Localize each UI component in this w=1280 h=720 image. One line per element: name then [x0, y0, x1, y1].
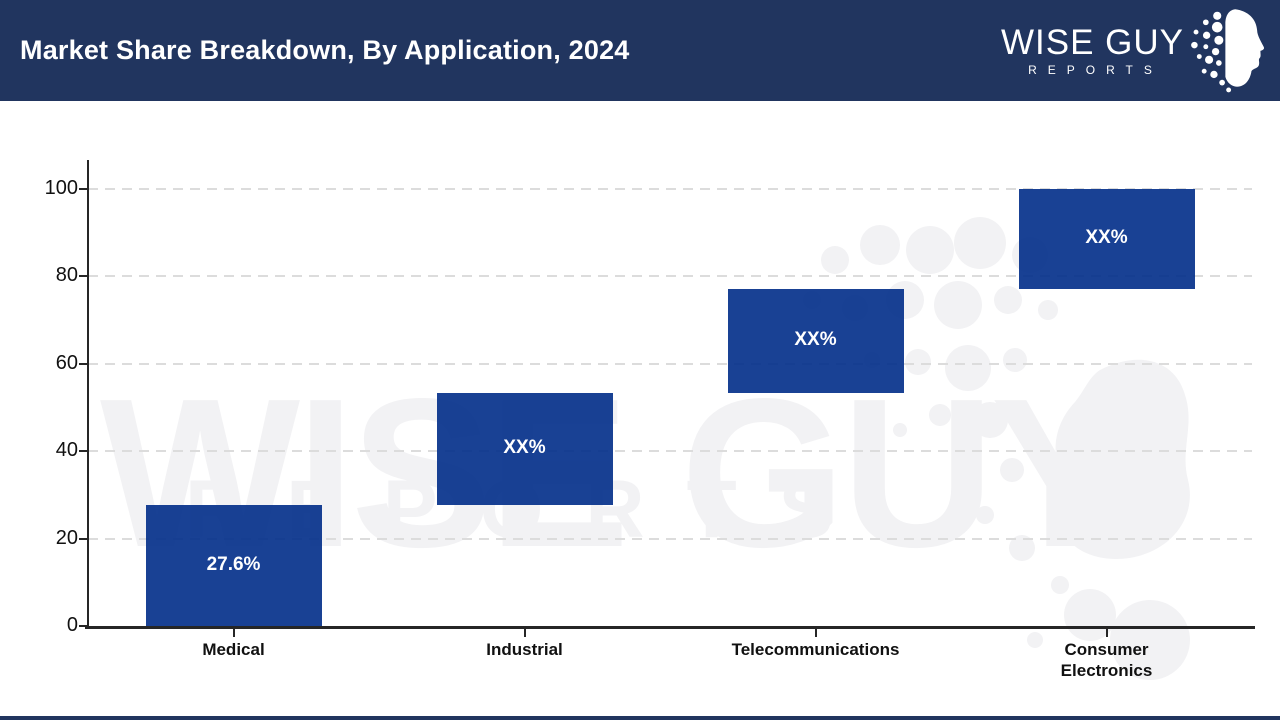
y-tick-label-60: 60 — [55, 351, 78, 374]
x-category-label: Telecommunications — [731, 640, 900, 659]
x-tick-3 — [1105, 629, 1108, 637]
y-axis-spine — [87, 160, 89, 627]
y-tick-label-20: 20 — [55, 526, 78, 549]
logo-wordmark: WISE GUY — [1000, 22, 1184, 62]
logo-face-icon — [1191, 9, 1265, 93]
footer-accent-strip — [0, 716, 1280, 720]
x-category-label: Consumer Electronics — [1060, 640, 1153, 680]
bar-telecommunications — [727, 288, 904, 393]
gridline-40 — [88, 450, 1252, 453]
y-tick-80 — [79, 275, 87, 278]
brand-logo: WISE GUY REPORTS — [1001, 6, 1268, 94]
x-category-label: Industrial — [486, 640, 563, 659]
y-tick-20 — [79, 537, 87, 540]
bar-value-label: XX% — [794, 328, 837, 350]
x-axis-spine — [85, 626, 1255, 629]
y-tick-label-0: 0 — [66, 614, 78, 636]
header-bar: Market Share Breakdown, By Application, … — [0, 0, 1280, 101]
gridline-60 — [88, 362, 1252, 365]
x-tick-0 — [232, 629, 235, 637]
gridline-80 — [88, 275, 1252, 278]
y-tick-label-100: 100 — [44, 177, 78, 199]
gridline-100 — [88, 188, 1252, 190]
page-title: Market Share Breakdown, By Application, … — [20, 35, 630, 65]
y-tick-40 — [79, 450, 87, 453]
x-category-label: Medical — [202, 640, 265, 659]
x-tick-2 — [814, 629, 817, 637]
bar-value-label: XX% — [1085, 226, 1128, 248]
y-tick-label-40: 40 — [55, 439, 78, 462]
bar-value-label: XX% — [503, 437, 546, 458]
x-tick-1 — [523, 629, 526, 637]
y-tick-0 — [79, 625, 87, 627]
y-tick-label-80: 80 — [55, 264, 78, 287]
bar-industrial — [436, 392, 613, 506]
bar-medical — [145, 505, 322, 626]
y-tick-100 — [79, 188, 87, 190]
logo-subtext: REPORTS — [1028, 62, 1163, 77]
y-tick-60 — [79, 362, 87, 365]
bar-consumer-electronics — [1018, 189, 1195, 289]
bar-value-label: 27.6% — [206, 553, 261, 575]
gridline-20 — [88, 537, 1252, 540]
